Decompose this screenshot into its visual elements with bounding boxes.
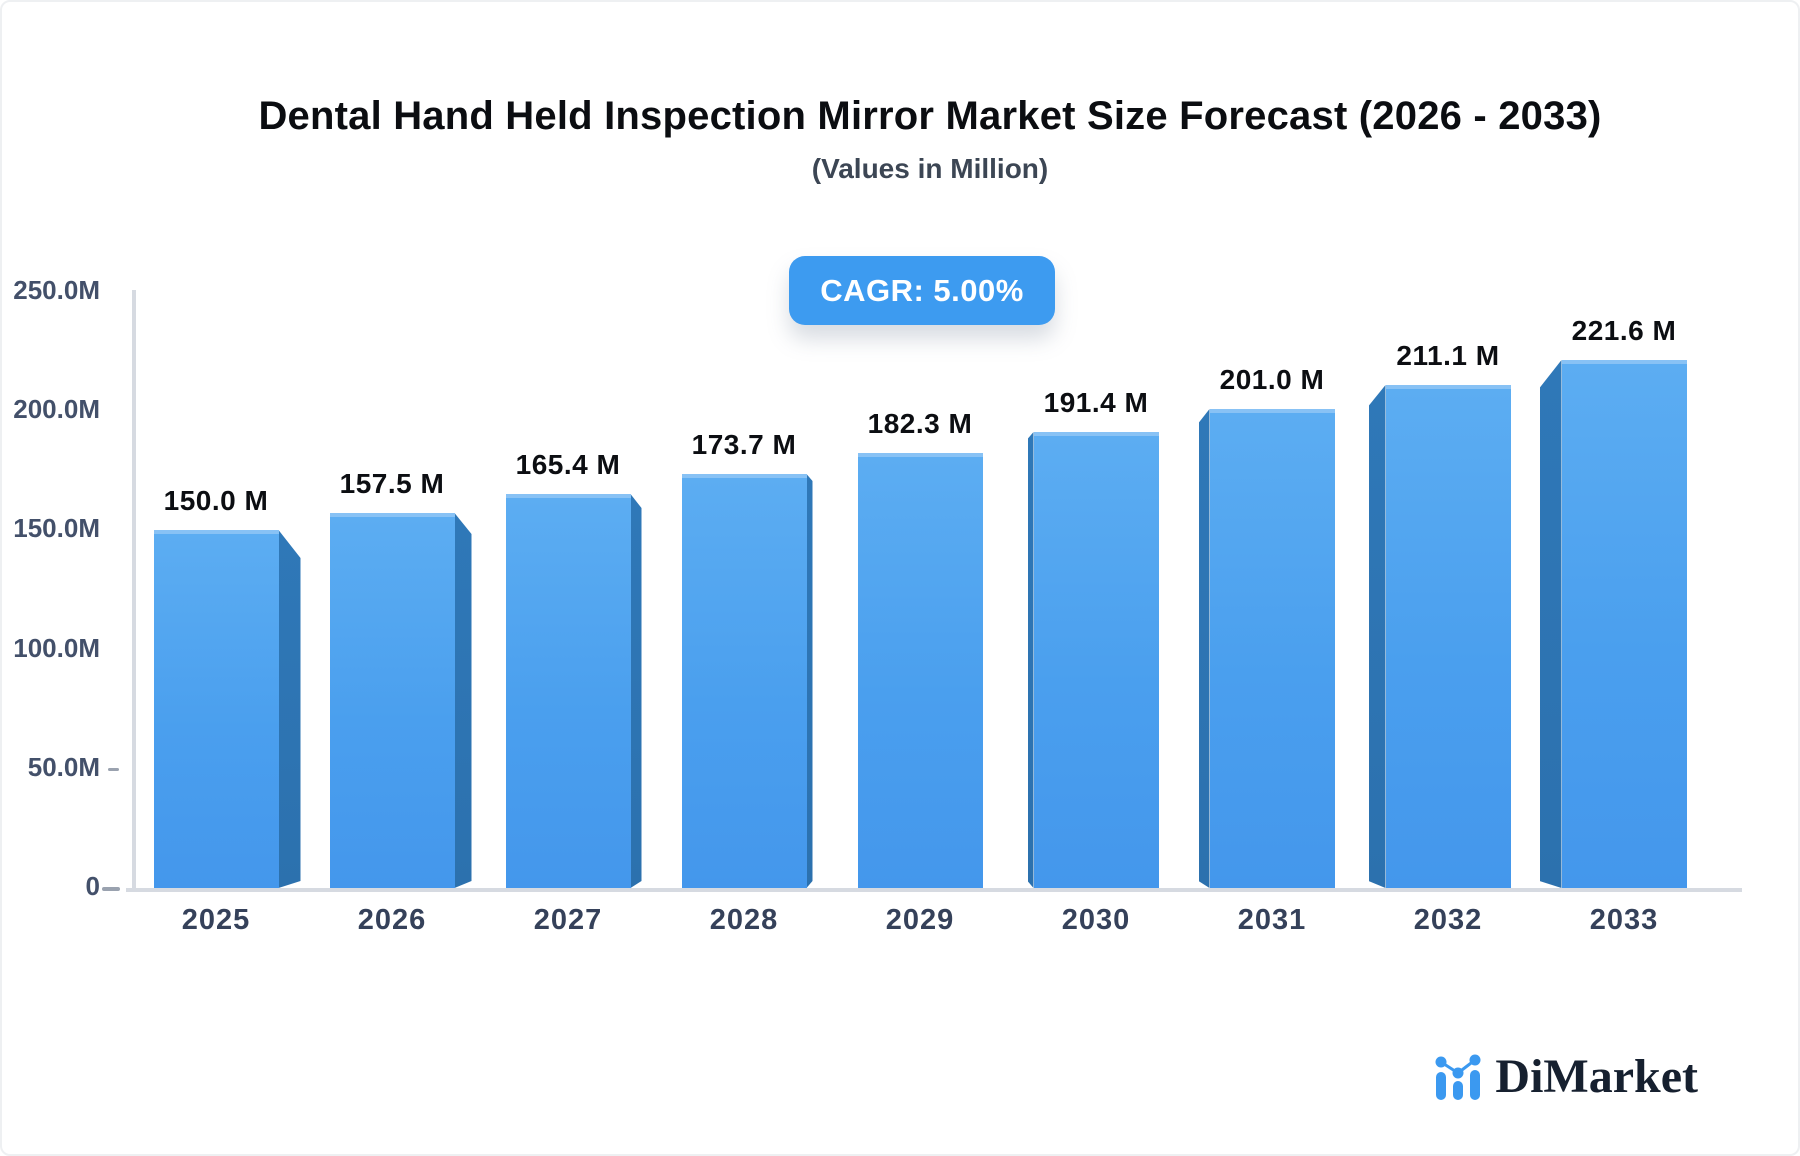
bar-value-label: 165.4 M: [515, 449, 621, 480]
bar-value-label: 150.0 M: [163, 485, 269, 516]
chart-header: Dental Hand Held Inspection Mirror Marke…: [72, 94, 1788, 185]
y-tick-mark: [102, 887, 120, 891]
bar-value-label: 173.7 M: [691, 429, 797, 460]
bar-3d-side: [1199, 409, 1210, 888]
bar-3d-side: [1369, 385, 1386, 888]
bar-value-label: 182.3 M: [867, 408, 973, 439]
cagr-badge: CAGR: 5.00%: [789, 256, 1055, 325]
x-tick-label-2033: 2033: [1589, 904, 1659, 936]
bar-2027[interactable]: [505, 494, 631, 888]
dimarket-logo-text: DiMarket: [1495, 1050, 1698, 1103]
bar-3d-side: [1540, 360, 1562, 888]
bar-2031[interactable]: [1209, 409, 1335, 888]
x-tick-label-2025: 2025: [181, 904, 251, 936]
bar-3d-side: [455, 513, 472, 888]
y-tick-label: 200.0M: [13, 394, 100, 425]
x-tick-label-2027: 2027: [533, 904, 603, 936]
bar-2026[interactable]: [329, 513, 455, 888]
y-tick-label: 50.0M: [27, 751, 100, 782]
bar-3d-side: [279, 530, 301, 888]
y-tick-mark: [108, 767, 119, 771]
bar-2033[interactable]: [1561, 360, 1687, 888]
bar-3d-side: [631, 494, 642, 888]
x-tick-label-2031: 2031: [1237, 904, 1307, 936]
y-tick-label: 150.0M: [13, 513, 100, 544]
bar-value-label: 211.1 M: [1396, 340, 1500, 371]
bar-2030[interactable]: [1033, 432, 1159, 888]
y-tick-label: 0: [85, 871, 100, 901]
bar-2028[interactable]: [681, 474, 807, 888]
bar-2032[interactable]: [1385, 385, 1511, 888]
bar-3d-side: [1028, 432, 1034, 888]
y-axis-line: [132, 290, 136, 890]
mini-bar-chart-icon: [1435, 1054, 1481, 1100]
chart-subtitle: (Values in Million): [811, 153, 1049, 184]
bar-value-label: 157.5 M: [339, 468, 445, 499]
y-tick-label: 100.0M: [13, 632, 100, 663]
x-tick-label-2029: 2029: [885, 904, 955, 936]
x-tick-label-2030: 2030: [1061, 904, 1131, 936]
bar-2025[interactable]: [153, 530, 279, 888]
x-tick-label-2026: 2026: [357, 904, 427, 936]
bar-2029[interactable]: [857, 453, 983, 888]
bar-value-label: 201.0 M: [1219, 364, 1325, 395]
x-axis-line: [126, 888, 1742, 892]
x-tick-label-2032: 2032: [1413, 904, 1483, 936]
y-tick-label: 250.0M: [13, 275, 100, 305]
bar-value-label: 191.4 M: [1043, 387, 1149, 418]
bar-3d-side: [807, 474, 813, 888]
chart-title: Dental Hand Held Inspection Mirror Marke…: [258, 94, 1602, 138]
cagr-badge-label: CAGR: 5.00%: [820, 272, 1024, 308]
x-tick-label-2028: 2028: [709, 904, 779, 936]
bar-value-label: 221.6 M: [1571, 315, 1677, 346]
dimarket-logo: DiMarket: [1433, 1049, 1698, 1104]
